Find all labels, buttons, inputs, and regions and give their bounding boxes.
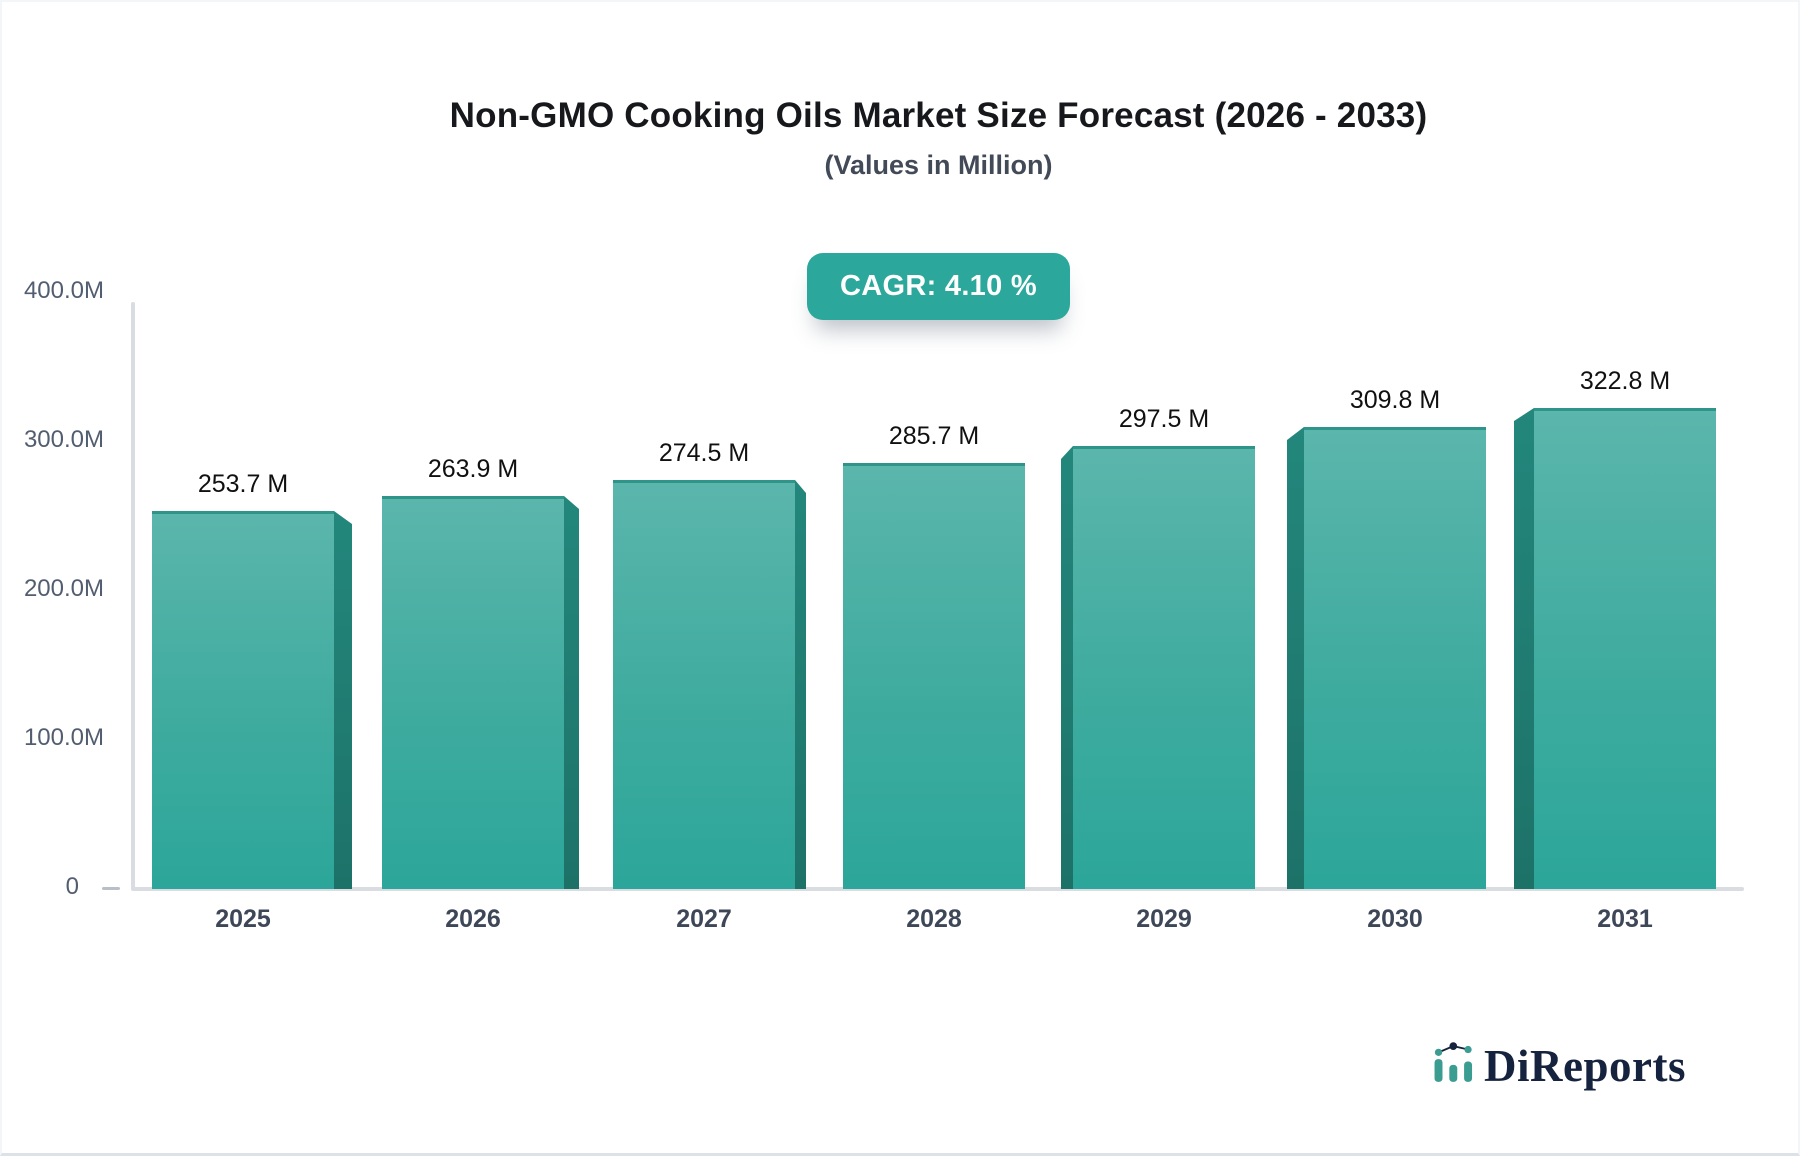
bar-value-label: 309.8 M bbox=[1349, 386, 1441, 414]
y-tick-label: 0 bbox=[65, 873, 79, 900]
cagr-badge: CAGR: 4.10 % bbox=[807, 253, 1070, 320]
mini-bar-line-chart-icon bbox=[1434, 1042, 1473, 1082]
bar-3d-side bbox=[1514, 408, 1534, 889]
bar bbox=[1534, 408, 1716, 889]
bar bbox=[382, 496, 564, 889]
bar-value-label: 285.7 M bbox=[888, 422, 980, 450]
bar bbox=[613, 480, 795, 889]
bar-3d-side bbox=[334, 511, 352, 889]
x-tick-label: 2031 bbox=[1597, 905, 1653, 933]
bar bbox=[1304, 427, 1486, 889]
bar-3d-side bbox=[1061, 446, 1073, 889]
zero-tick-mark bbox=[102, 887, 120, 890]
bar-value-label: 274.5 M bbox=[658, 439, 750, 467]
cagr-badge-wrap: CAGR: 4.10 % bbox=[133, 253, 1744, 320]
bar-value-label: 263.9 M bbox=[427, 455, 519, 483]
x-tick-label: 2029 bbox=[1136, 905, 1192, 933]
x-tick-label: 2027 bbox=[676, 905, 732, 933]
y-tick-label: 400.0M bbox=[23, 277, 104, 304]
x-tick-label: 2025 bbox=[215, 905, 271, 933]
y-tick-label: 300.0M bbox=[23, 426, 104, 453]
bar-3d-side bbox=[795, 480, 806, 889]
y-tick-label: 100.0M bbox=[23, 724, 104, 751]
x-axis-line bbox=[131, 887, 1744, 891]
x-tick-label: 2026 bbox=[445, 905, 501, 933]
x-tick-label: 2030 bbox=[1367, 905, 1423, 933]
bar-3d-side bbox=[564, 496, 579, 889]
y-axis-line bbox=[131, 302, 135, 890]
direports-logo: DiReports bbox=[1430, 1040, 1686, 1092]
bar-value-label: 253.7 M bbox=[197, 470, 289, 498]
bar-value-label: 297.5 M bbox=[1118, 405, 1210, 433]
logo-brand-text: DiReports bbox=[1484, 1041, 1686, 1091]
bar-3d-side bbox=[1287, 427, 1304, 889]
chart-title: Non-GMO Cooking Oils Market Size Forecas… bbox=[449, 96, 1428, 135]
y-tick-label: 200.0M bbox=[23, 575, 104, 602]
bar-value-label: 322.8 M bbox=[1579, 367, 1671, 395]
bar bbox=[843, 463, 1025, 889]
chart-subtitle: (Values in Million) bbox=[824, 150, 1053, 180]
bar bbox=[152, 511, 334, 889]
x-tick-label: 2028 bbox=[906, 905, 962, 933]
bar bbox=[1073, 446, 1255, 889]
